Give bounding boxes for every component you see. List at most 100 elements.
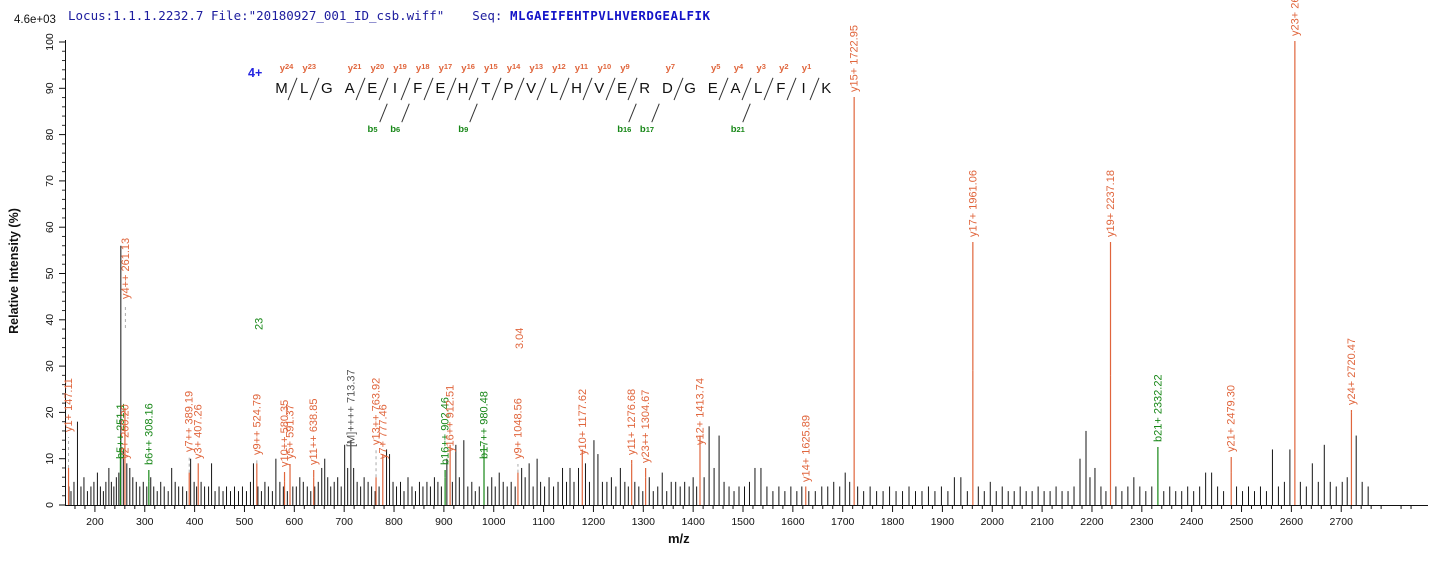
y-tick-label: 20 — [44, 406, 56, 418]
y-tick-label: 60 — [44, 221, 56, 233]
x-tick-label: 1800 — [881, 516, 905, 528]
y-tick-label: 0 — [44, 502, 56, 508]
residue-letter: E — [616, 80, 627, 97]
b-ion-label: b17 — [639, 124, 655, 135]
x-tick-label: 2300 — [1130, 516, 1154, 528]
x-tick-label: 2000 — [981, 516, 1005, 528]
b-ion-label: b9 — [458, 124, 469, 135]
x-tick-label: 200 — [86, 516, 104, 528]
peak-label: b6++ 308.16 — [143, 403, 155, 465]
y-ion-label: y16 — [461, 62, 475, 74]
peak-label: y4++ 261.13 — [120, 238, 132, 299]
x-tick-label: 2200 — [1080, 516, 1104, 528]
peak-label: y10++ 580.35 — [279, 400, 291, 467]
peak-label: b21+ 2332.22 — [1152, 374, 1164, 442]
y-ion-label: y15 — [484, 62, 498, 74]
x-tick-label: 2400 — [1180, 516, 1204, 528]
x-tick-label: 300 — [136, 516, 154, 528]
residue-letter: E — [435, 80, 446, 97]
b-ion-label: b5 — [367, 124, 378, 135]
y-ion-label: y9 — [620, 62, 630, 74]
peak-label: b16++ 902.46 — [440, 397, 452, 465]
residue-letter: T — [481, 80, 491, 97]
b-cleavage-slash — [628, 103, 638, 123]
y-tick-label: 80 — [44, 129, 56, 141]
peak-label: y24+ 2720.47 — [1346, 338, 1358, 405]
residue-letter: F — [413, 80, 423, 97]
peak-label: b17++ 980.48 — [479, 391, 491, 459]
y-ion-label: y4 — [733, 62, 744, 74]
x-tick-label: 500 — [236, 516, 254, 528]
b-ion-label: b21 — [730, 124, 745, 135]
y-tick-label: 90 — [44, 82, 56, 94]
y-ion-label: y19 — [393, 62, 407, 74]
y-ion-label: y2 — [779, 62, 789, 74]
header-bar: Locus:1.1.1.2232.7 File:"20180927_001_ID… — [68, 8, 711, 23]
peak-label: y9++ 524.79 — [251, 394, 263, 455]
residue-letter: E — [707, 80, 718, 97]
residue-letter: K — [821, 80, 832, 97]
residue-letter: L — [754, 80, 763, 97]
residue-letter: L — [549, 80, 559, 97]
residue-letter: A — [730, 80, 741, 97]
y-ion-label: y5 — [711, 62, 721, 74]
peak-label: y14+ 1625.89 — [800, 415, 812, 482]
residue-letter: L — [300, 80, 309, 97]
residue-letter: H — [571, 80, 583, 97]
y-tick-label: 10 — [44, 453, 56, 465]
y-ion-label: y3 — [756, 62, 766, 74]
residue-letter: R — [639, 80, 651, 97]
residue-letter: V — [594, 80, 605, 97]
residue-letter: I — [392, 80, 398, 97]
sequence-text: MLGAEIFEHTPVLHVERDGEALFIK — [509, 8, 711, 23]
y-ion-label: y21 — [347, 62, 362, 74]
x-tick-label: 800 — [385, 516, 403, 528]
x-tick-label: 1100 — [532, 516, 555, 528]
x-tick-label: 2600 — [1280, 516, 1304, 528]
y-tick-label: 100 — [44, 33, 56, 51]
peak-label: y2+ 260.20 — [119, 404, 131, 459]
peak-label: y9+ 1048.56 — [512, 398, 524, 459]
seq-label: Seq: — [472, 8, 503, 23]
y-tick-label: 30 — [44, 360, 56, 372]
b-cleavage-slash — [469, 103, 479, 123]
peak-label: y16++ 912.51 — [445, 385, 457, 452]
b-cleavage-slash — [651, 103, 660, 123]
x-tick-label: 1300 — [632, 516, 656, 528]
peak-label: y5+ 591.37 — [285, 404, 297, 459]
residue-letter: A — [344, 80, 355, 97]
peak-label: y10+ 1177.62 — [577, 389, 589, 455]
peak-label: y7++ 389.19 — [184, 391, 196, 452]
y-ion-label: y10 — [597, 62, 612, 74]
residue-letter: I — [801, 80, 806, 97]
intensity-scale-label: 4.6e+03 — [14, 14, 56, 26]
x-tick-label: 1700 — [831, 516, 855, 528]
residue-letter: G — [684, 80, 696, 97]
x-tick-label: 1500 — [731, 516, 755, 528]
x-tick-label: 2500 — [1230, 516, 1254, 528]
x-tick-label: 1200 — [582, 516, 606, 528]
b-ion-label: b6 — [390, 124, 401, 135]
y-tick-label: 50 — [44, 268, 56, 280]
x-tick-label: 900 — [435, 516, 453, 528]
peak-label: 23 — [253, 318, 265, 330]
peak-label: y17+ 1961.06 — [967, 170, 979, 237]
y-ion-label: y13 — [529, 62, 544, 74]
peak-label: [M]++++ 713.37 — [345, 369, 357, 447]
peak-label: y15+ 1722.95 — [849, 25, 861, 92]
residue-letter: H — [457, 80, 469, 97]
residue-letter: E — [367, 80, 378, 97]
peak-label: y1+ 147.11 — [63, 378, 75, 432]
residue-letter: P — [503, 80, 514, 97]
x-tick-label: 1400 — [681, 516, 705, 528]
b-ion-label: b16 — [617, 124, 632, 135]
x-tick-label: 600 — [286, 516, 304, 528]
peak-label: y7+ 777.46 — [377, 404, 389, 459]
x-tick-label: 400 — [186, 516, 204, 528]
residue-letter: F — [776, 80, 786, 97]
charge-state-label: 4+ — [248, 66, 263, 80]
y-ion-label: y7 — [665, 62, 676, 74]
residue-letter: G — [321, 80, 333, 97]
b-cleavage-slash — [401, 103, 411, 123]
